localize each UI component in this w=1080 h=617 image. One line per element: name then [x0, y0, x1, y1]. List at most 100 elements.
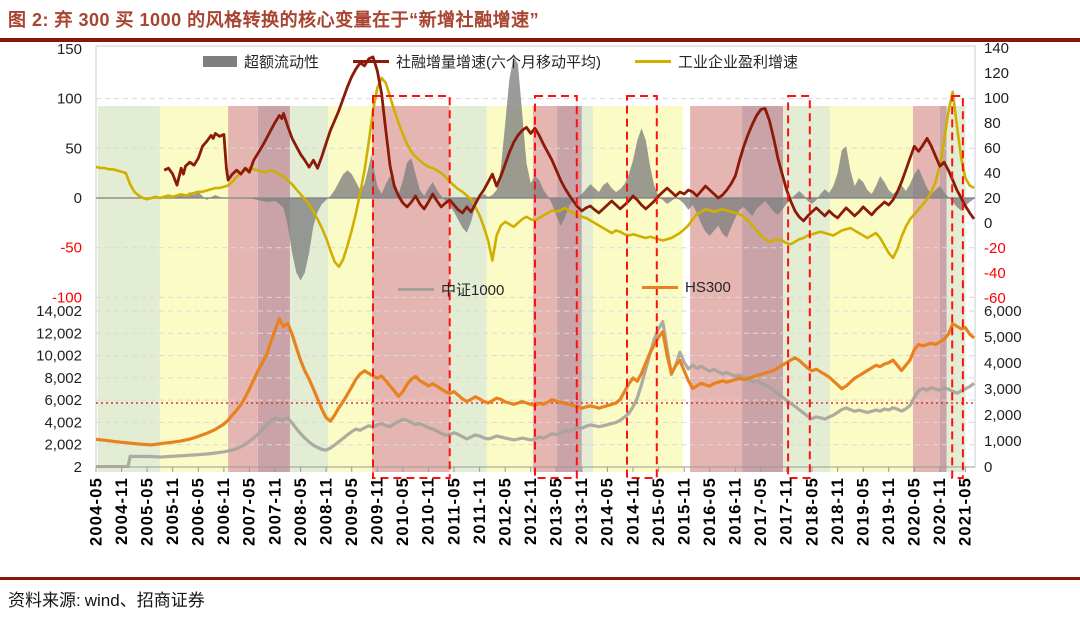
x-tick-label: 2015-05 — [650, 477, 668, 546]
axis-tick-label: 100 — [57, 91, 82, 108]
regime-band-green — [289, 106, 329, 472]
x-tick-label: 2014-11 — [624, 477, 642, 545]
figure-title: 图 2: 弃 300 买 1000 的风格转换的核心变量在于“新增社融增速” — [8, 10, 540, 30]
x-tick-label: 2010-11 — [420, 477, 438, 545]
axis-tick-label: 4,002 — [44, 414, 82, 431]
regime-band-pink — [532, 106, 558, 472]
x-tick-label: 2010-05 — [394, 477, 412, 546]
x-tick-label: 2006-05 — [190, 477, 208, 546]
x-tick-label: 2007-11 — [266, 477, 284, 545]
x-tick-label: 2011-11 — [471, 477, 489, 544]
social-financing-line — [163, 55, 975, 223]
regime-band-green — [783, 106, 830, 472]
axis-tick-label: -100 — [52, 289, 82, 306]
x-tick-label: 2008-11 — [317, 477, 335, 545]
axis-tick-label: 2 — [74, 459, 82, 476]
x-tick-label: 2004-11 — [113, 477, 131, 545]
regime-band-green — [449, 106, 487, 472]
regime-band-mauve — [939, 106, 947, 472]
axis-tick-label: 140 — [984, 40, 1009, 57]
csi1000-line — [96, 320, 975, 468]
legend-item-csi1000: 中证1000 — [398, 279, 504, 300]
x-tick-label: 2020-05 — [906, 477, 924, 546]
x-tick-label: 2014-05 — [599, 477, 617, 546]
regime-band-green — [581, 106, 593, 472]
highlight-box — [951, 95, 964, 479]
axis-tick-label: 60 — [984, 140, 1001, 157]
legend-label: 中证1000 — [441, 282, 505, 299]
x-tick-label: 2005-11 — [164, 477, 182, 545]
axis-tick-label: -50 — [60, 240, 82, 257]
legend-item-hs300: HS300 — [642, 279, 731, 296]
legend-label: 社融增量增速(六个月移动平均) — [396, 54, 602, 71]
regime-bands — [97, 106, 966, 472]
x-tick-label: 2019-05 — [854, 477, 872, 546]
axis-tick-label: 100 — [984, 90, 1009, 107]
axis-tick-label: 14,002 — [36, 303, 82, 320]
title-divider — [0, 38, 1080, 42]
regime-band-mauve — [742, 106, 783, 472]
axis-tick-label: 3,000 — [984, 381, 1022, 398]
highlight-box — [534, 95, 578, 479]
x-tick-label: 2009-05 — [343, 477, 361, 546]
axis-tick-label: 50 — [65, 140, 82, 157]
legend-label: 超额流动性 — [244, 54, 320, 71]
axis-tick-label: 8,002 — [44, 370, 82, 387]
x-tick-label: 2020-11 — [931, 477, 949, 545]
legend-item-social-financing: 社融增量增速(六个月移动平均) — [353, 51, 601, 72]
x-tick-label: 2016-11 — [727, 477, 745, 545]
axis-tick-label: -40 — [984, 265, 1006, 282]
axis-tick-label: 2,000 — [984, 407, 1022, 424]
axis-tick-label: 6,002 — [44, 392, 82, 409]
legend-label: 工业企业盈利增速 — [678, 54, 799, 71]
axis-tick-label: 40 — [984, 165, 1001, 182]
x-tick-label: 2013-05 — [548, 477, 566, 546]
csi1000-swatch-icon — [398, 288, 434, 291]
axis-tick-label: -20 — [984, 240, 1006, 257]
x-tick-label: 2006-11 — [215, 477, 233, 545]
legend-label: HS300 — [685, 279, 731, 296]
x-tick-label: 2013-11 — [573, 477, 591, 545]
social-financing-swatch-icon — [353, 60, 390, 63]
axis-tick-label: 1,000 — [984, 433, 1022, 450]
x-tick-label: 2018-05 — [803, 477, 821, 546]
axis-labels: 150100500-50-100140120100806040200-20-40… — [36, 40, 1021, 476]
axis-tick-label: 0 — [984, 459, 992, 476]
axis-tick-label: 80 — [984, 115, 1001, 132]
highlight-box — [626, 95, 658, 479]
industrial-profit-swatch-icon — [635, 60, 672, 63]
highlight-boxes — [372, 95, 964, 479]
x-tick-label: 2021-05 — [957, 477, 975, 546]
x-tick-label: 2011-05 — [445, 477, 463, 545]
x-tick-label: 2017-11 — [778, 477, 796, 545]
source-divider — [0, 577, 1080, 580]
x-tick-label: 2017-05 — [752, 477, 770, 546]
highlight-box — [787, 95, 811, 479]
axis-tick-label: 2,002 — [44, 437, 82, 454]
highlight-box — [372, 95, 451, 479]
axis-tick-label: 120 — [984, 65, 1009, 82]
axis-tick-label: 6,000 — [984, 303, 1022, 320]
x-tick-label: 2009-11 — [369, 477, 387, 545]
hs300-line — [96, 317, 975, 447]
x-tick-label: 2004-05 — [87, 477, 105, 546]
x-tick-label: 2012-05 — [496, 477, 514, 546]
axis-tick-label: 12,002 — [36, 325, 82, 342]
x-tick-label: 2008-05 — [292, 477, 310, 546]
x-tick-label: 2019-11 — [880, 477, 898, 545]
regime-band-pink — [913, 106, 940, 472]
regime-band-mauve — [258, 106, 290, 472]
regime-band-yellow — [159, 106, 229, 472]
axis-tick-label: 20 — [984, 190, 1001, 207]
legend-item-excess-liquidity: 超额流动性 — [203, 51, 319, 72]
axis-tick-label: 0 — [984, 215, 992, 232]
hs300-swatch-icon — [642, 286, 678, 289]
axis-tick-label: 10,002 — [36, 348, 82, 365]
regime-band-mauve — [557, 106, 582, 472]
regime-band-pink — [228, 106, 258, 472]
axis-tick-label: -60 — [984, 290, 1006, 307]
excess-liquidity-swatch-icon — [203, 56, 237, 67]
source-value: wind、招商证券 — [84, 591, 205, 610]
